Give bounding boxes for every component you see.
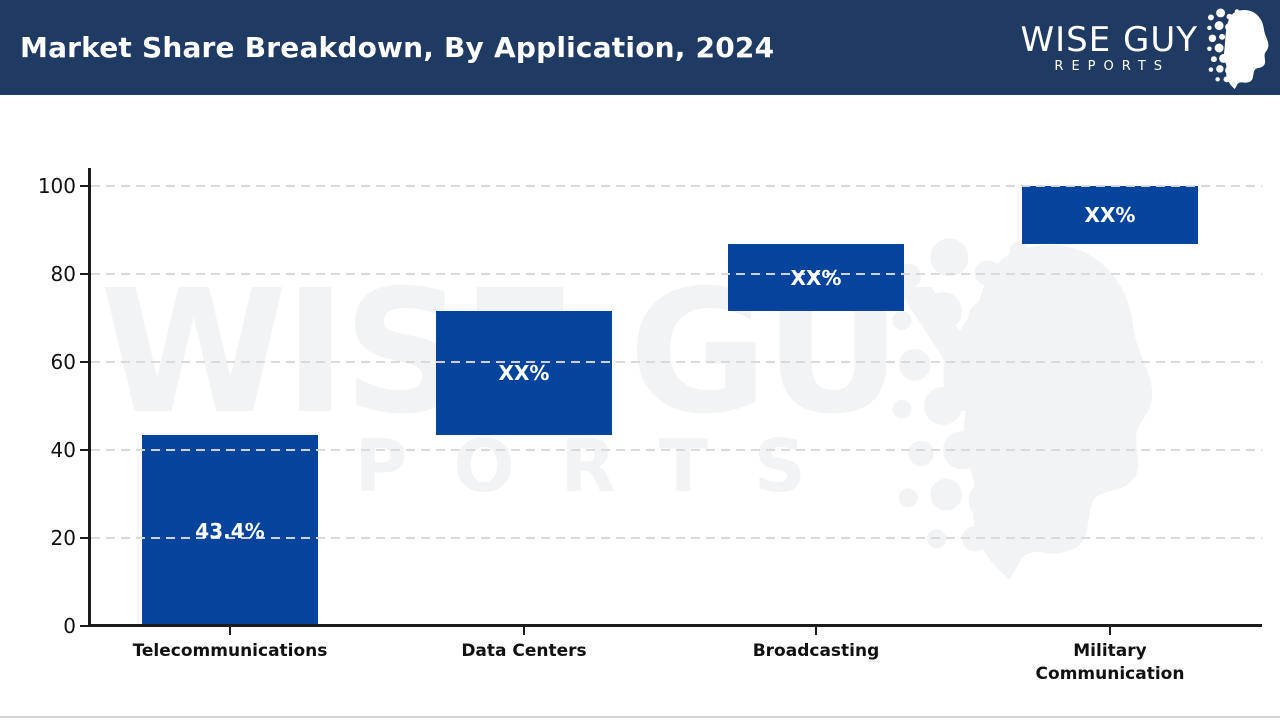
logo-wordmark: WISE GUY bbox=[1020, 19, 1198, 60]
y-tick-40 bbox=[80, 449, 88, 451]
y-tick-label: 60 bbox=[50, 350, 76, 374]
gridline-60 bbox=[91, 361, 1262, 363]
y-tick-0 bbox=[80, 625, 88, 627]
bar-military-communication bbox=[1022, 186, 1198, 245]
gridline-20 bbox=[91, 537, 1262, 539]
x-axis-line bbox=[88, 624, 1262, 627]
wiseguy-logo-text: WISE GUY REPORTS bbox=[1020, 23, 1198, 73]
y-tick-80 bbox=[80, 273, 88, 275]
y-tick-label: 0 bbox=[63, 614, 76, 638]
category-label-military-communication: Military Communication bbox=[1035, 641, 1185, 684]
gridline-100 bbox=[91, 185, 1262, 187]
y-tick-100 bbox=[80, 185, 88, 187]
logo-subtext: REPORTS bbox=[1054, 58, 1171, 74]
bar-value-label: XX% bbox=[1084, 203, 1136, 228]
category-label-telecommunications: Telecommunications bbox=[132, 641, 328, 661]
gridline-80 bbox=[91, 273, 1262, 275]
y-tick-20 bbox=[80, 537, 88, 539]
x-tick bbox=[815, 627, 817, 635]
category-label-data-centers: Data Centers bbox=[461, 641, 587, 661]
watermark-head-icon bbox=[892, 238, 1153, 580]
y-tick-label: 20 bbox=[50, 526, 76, 550]
header-bar: Market Share Breakdown, By Application, … bbox=[0, 0, 1280, 95]
footer-divider bbox=[0, 716, 1280, 718]
bar-data-centers bbox=[436, 310, 612, 436]
x-tick bbox=[229, 627, 231, 635]
bar-telecommunications bbox=[142, 435, 318, 626]
y-tick-60 bbox=[80, 361, 88, 363]
y-tick-label: 100 bbox=[37, 174, 76, 198]
wiseguy-logo: WISE GUY REPORTS bbox=[1020, 7, 1274, 89]
bar-broadcasting bbox=[728, 244, 904, 311]
bar-value-label: XX% bbox=[498, 361, 550, 385]
wiseguy-head-icon bbox=[1207, 7, 1269, 89]
x-tick bbox=[523, 627, 525, 635]
y-tick-label: 40 bbox=[50, 438, 76, 462]
bar-value-label: 43.4% bbox=[195, 518, 265, 543]
bar-value-label: XX% bbox=[790, 265, 842, 290]
category-label-broadcasting: Broadcasting bbox=[752, 641, 880, 661]
y-tick-label: 80 bbox=[50, 262, 76, 286]
gridline-40 bbox=[91, 449, 1262, 451]
x-tick bbox=[1109, 627, 1111, 635]
page-title: Market Share Breakdown, By Application, … bbox=[20, 31, 775, 64]
y-axis-line bbox=[88, 168, 91, 627]
